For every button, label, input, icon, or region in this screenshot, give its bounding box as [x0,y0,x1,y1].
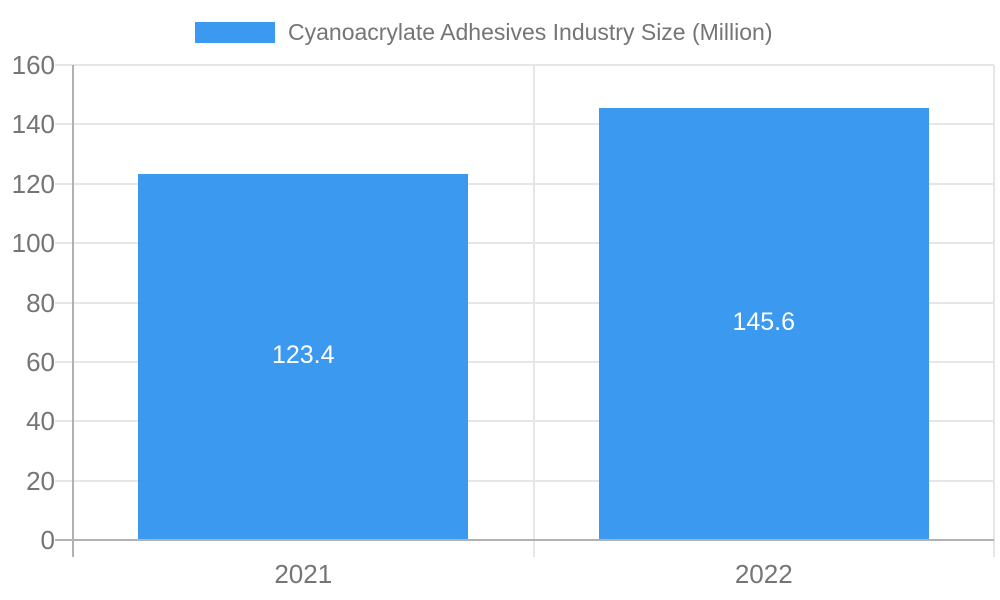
y-tick-mark [55,479,73,482]
x-tick-label: 2022 [734,559,793,589]
y-tick-label: 100 [11,228,55,259]
x-tick-label: 2021 [274,559,333,589]
y-tick-mark [55,64,73,66]
y-tick-mark [55,420,73,423]
y-tick-mark [55,242,73,245]
bar-2022[interactable] [598,107,929,540]
y-tick-label: 40 [26,406,55,437]
gridline [532,65,535,557]
y-tick-mark [55,301,73,304]
y-tick-mark [55,360,73,363]
y-tick-label: 80 [26,287,55,318]
y-tick-label: 60 [26,346,55,377]
y-tick-label: 120 [11,168,55,199]
bar-value-label: 145.6 [732,307,796,336]
y-tick-label: 140 [11,109,55,140]
y-tick-label: 20 [26,465,55,496]
y-tick-label: 0 [40,525,55,555]
gridline [993,65,995,557]
y-tick-mark [55,182,73,185]
legend-swatch [195,22,275,43]
y-axis-line [72,65,74,557]
x-axis-line [55,539,994,541]
y-tick-label: 160 [11,50,55,80]
legend-label: Cyanoacrylate Adhesives Industry Size (M… [288,19,773,45]
y-tick-mark [55,123,73,126]
bar-2021[interactable] [138,173,469,540]
chart-legend[interactable]: Cyanoacrylate Adhesives Industry Size (M… [195,19,773,45]
bar-value-label: 123.4 [271,340,335,369]
